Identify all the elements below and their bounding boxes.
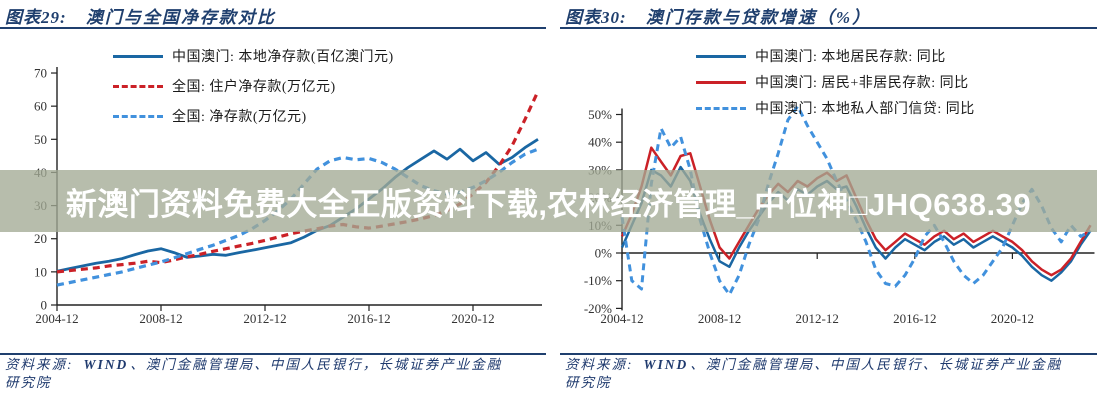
legend-item: 中国澳门: 本地居民存款: 同比 <box>696 46 975 66</box>
chart-number: 图表30: <box>565 8 627 27</box>
title-underline <box>0 27 546 29</box>
y-tick-label: -20% <box>584 301 612 316</box>
x-tick-label: 2004-12 <box>35 311 78 326</box>
y-tick-label: 10 <box>34 264 47 279</box>
source-wind: WIND <box>643 357 689 372</box>
title-underline <box>560 27 1097 29</box>
legend-dashed-line-swatch <box>113 114 163 118</box>
y-tick-label: -10% <box>584 273 612 288</box>
source-text-line2: 研究院 <box>5 374 52 390</box>
source-note: 资料来源: WIND 、澳门金融管理局、中国人民银行、长城证券产业金融 研究院 <box>565 356 1093 392</box>
source-text: 、澳门金融管理局、中国人民银行，长城证券产业金融 <box>130 357 503 372</box>
legend-item: 中国澳门: 居民+非居民存款: 同比 <box>696 72 975 92</box>
x-tick-label: 2012-12 <box>796 311 839 326</box>
x-tick-label: 2020-12 <box>451 311 494 326</box>
legend-label: 中国澳门: 本地居民存款: 同比 <box>755 50 946 65</box>
source-label: 资料来源: <box>565 357 634 372</box>
legend-label: 全国: 住户净存款(万亿元) <box>172 80 336 95</box>
x-tick-label: 2016-12 <box>893 311 936 326</box>
source-divider <box>560 353 1097 355</box>
legend-label: 中国澳门: 本地净存款(百亿澳门元) <box>172 50 394 65</box>
legend-item: 全国: 净存款(万亿元) <box>113 106 394 126</box>
y-tick-label: 60 <box>34 99 47 114</box>
legend-item: 全国: 住户净存款(万亿元) <box>113 76 394 96</box>
chart-title-text: 澳门与全国净存款对比 <box>85 8 276 27</box>
legend-solid-line-swatch <box>696 54 746 58</box>
legend-label: 中国澳门: 本地私人部门信贷: 同比 <box>755 102 975 117</box>
chart-number: 图表29: <box>5 8 67 27</box>
legend-dashed-line-swatch <box>696 106 746 110</box>
watermark-banner: 新澳门资料免费大全正版资料下载,农林经济管理_中位神□JHQ638.39 <box>0 170 1097 232</box>
x-tick-label: 2008-12 <box>139 311 182 326</box>
x-tick-label: 2020-12 <box>991 311 1034 326</box>
y-tick-label: 0% <box>595 246 613 261</box>
chart-legend: 中国澳门: 本地净存款(百亿澳门元) 全国: 住户净存款(万亿元) 全国: 净存款(… <box>113 46 394 126</box>
legend-solid-line-swatch <box>696 80 746 84</box>
x-tick-label: 2008-12 <box>698 311 741 326</box>
y-tick-label: 70 <box>34 66 47 81</box>
watermark-text: 新澳门资料免费大全正版资料下载,农林经济管理_中位神□JHQ638.39 <box>65 186 1032 222</box>
x-tick-label: 2004-12 <box>600 311 643 326</box>
chart-title: 图表30: 澳门存款与贷款增速（%） <box>565 3 871 28</box>
legend-item: 中国澳门: 本地私人部门信贷: 同比 <box>696 98 975 118</box>
y-tick-label: 40% <box>588 135 612 150</box>
x-tick-label: 2016-12 <box>347 311 390 326</box>
y-tick-label: 50 <box>34 132 47 147</box>
source-divider <box>0 353 546 355</box>
y-tick-label: 0 <box>41 298 48 313</box>
legend-item: 中国澳门: 本地净存款(百亿澳门元) <box>113 46 394 66</box>
chart-legend: 中国澳门: 本地居民存款: 同比中国澳门: 居民+非居民存款: 同比 中国澳门: … <box>696 46 975 118</box>
y-tick-label: 50% <box>588 107 612 122</box>
source-wind: WIND <box>83 357 129 372</box>
source-note: 资料来源: WIND 、澳门金融管理局、中国人民银行，长城证券产业金融 研究院 <box>5 356 542 392</box>
x-tick-label: 2012-12 <box>243 311 286 326</box>
legend-label: 中国澳门: 居民+非居民存款: 同比 <box>755 76 969 91</box>
chart-title: 图表29: 澳门与全国净存款对比 <box>5 3 276 28</box>
source-text: 、澳门金融管理局、中国人民银行、长城证券产业金融 <box>690 357 1063 372</box>
legend-dashed-line-swatch <box>113 84 163 88</box>
series-line-0 <box>56 138 539 273</box>
y-tick-label: 20 <box>34 231 47 246</box>
legend-label: 全国: 净存款(万亿元) <box>172 110 307 125</box>
chart-title-text: 澳门存款与贷款增速（%） <box>645 8 872 27</box>
source-label: 资料来源: <box>5 357 74 372</box>
legend-solid-line-swatch <box>113 54 163 58</box>
source-text-line2: 研究院 <box>565 374 612 390</box>
